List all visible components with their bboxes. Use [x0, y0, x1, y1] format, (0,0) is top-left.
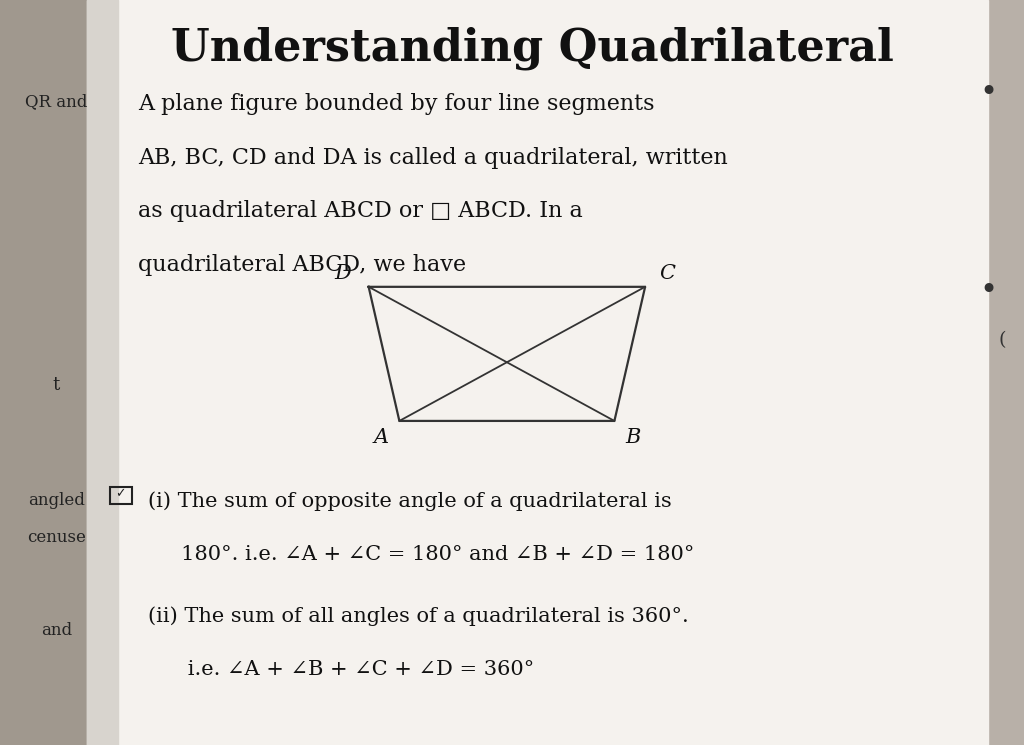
- Text: A plane figure bounded by four line segments: A plane figure bounded by four line segm…: [138, 93, 654, 115]
- Bar: [87, 0, 118, 745]
- Text: 180°. i.e. ∠A + ∠C = 180° and ∠B + ∠D = 180°: 180°. i.e. ∠A + ∠C = 180° and ∠B + ∠D = …: [148, 545, 695, 565]
- Text: i.e. ∠A + ∠B + ∠C + ∠D = 360°: i.e. ∠A + ∠B + ∠C + ∠D = 360°: [148, 660, 535, 679]
- Text: QR and: QR and: [26, 93, 87, 110]
- Text: C: C: [659, 264, 676, 283]
- Text: AB, BC, CD and DA is called a quadrilateral, written: AB, BC, CD and DA is called a quadrilate…: [138, 147, 728, 169]
- Text: B: B: [625, 428, 641, 447]
- Text: quadrilateral ABCD, we have: quadrilateral ABCD, we have: [138, 254, 466, 276]
- Text: ✓: ✓: [116, 487, 126, 501]
- Text: •: •: [979, 78, 997, 107]
- Text: A: A: [374, 428, 388, 447]
- Bar: [87, 0, 988, 745]
- Text: (ii) The sum of all angles of a quadrilateral is 360°.: (ii) The sum of all angles of a quadrila…: [148, 606, 689, 626]
- Text: t: t: [52, 376, 60, 394]
- Text: Understanding Quadrilateral: Understanding Quadrilateral: [171, 26, 894, 69]
- Text: cenuse: cenuse: [27, 529, 86, 546]
- Bar: [110, 487, 132, 504]
- Text: (: (: [998, 332, 1006, 349]
- Text: angled: angled: [28, 492, 85, 509]
- Text: as quadrilateral ABCD or □ ABCD. In a: as quadrilateral ABCD or □ ABCD. In a: [138, 200, 583, 223]
- Bar: [0, 0, 87, 745]
- Text: and: and: [41, 622, 72, 639]
- Text: D: D: [335, 264, 351, 283]
- Text: (i) The sum of opposite angle of a quadrilateral is: (i) The sum of opposite angle of a quadr…: [148, 492, 672, 511]
- Text: •: •: [979, 276, 997, 305]
